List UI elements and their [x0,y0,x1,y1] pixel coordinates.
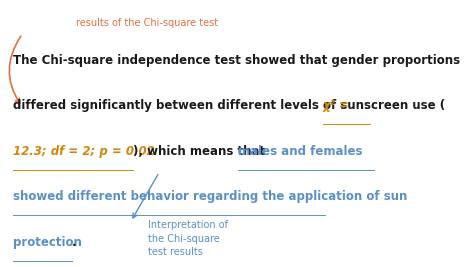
Text: males and females: males and females [238,145,363,158]
Text: The Chi-square independence test showed that gender proportions: The Chi-square independence test showed … [13,53,460,66]
FancyArrowPatch shape [9,36,21,103]
Text: Interpretation of
the Chi-square
test results: Interpretation of the Chi-square test re… [148,220,228,257]
Text: χ² =: χ² = [323,99,350,112]
FancyArrowPatch shape [133,175,158,218]
Text: showed different behavior regarding the application of sun: showed different behavior regarding the … [13,190,407,203]
Text: differed significantly between different levels of sunscreen use (: differed significantly between different… [13,99,445,112]
Text: ), which means that: ), which means that [133,145,269,158]
Text: results of the Chi-square test: results of the Chi-square test [75,18,218,28]
Text: protection: protection [13,236,82,249]
Text: 12.3; df = 2; p = 0.02: 12.3; df = 2; p = 0.02 [13,145,155,158]
Text: .: . [72,236,76,249]
